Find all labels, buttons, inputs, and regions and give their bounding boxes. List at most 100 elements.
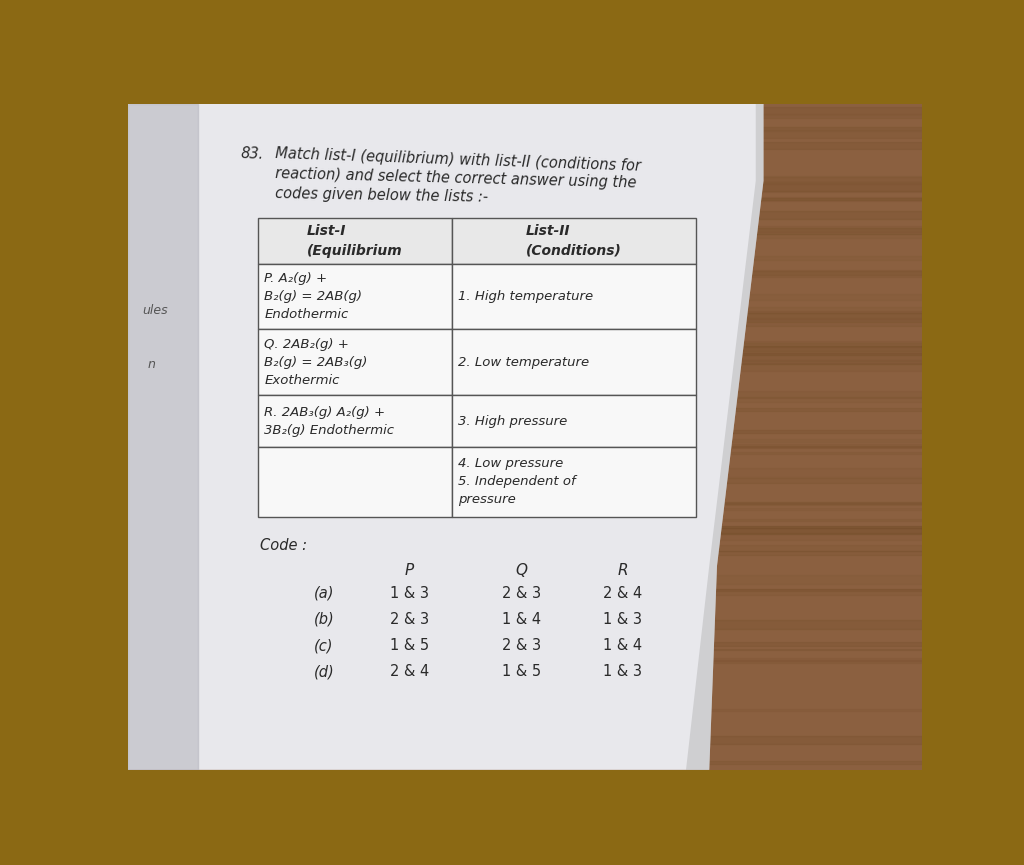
Bar: [128, 319, 922, 326]
Text: 1 & 4: 1 & 4: [502, 612, 542, 627]
Bar: [128, 392, 922, 398]
Bar: [128, 407, 922, 411]
Text: Q: Q: [516, 563, 527, 578]
Text: 1 & 5: 1 & 5: [390, 638, 429, 653]
Bar: [128, 526, 922, 528]
Bar: [128, 256, 922, 260]
Bar: [128, 589, 922, 592]
Bar: [128, 660, 922, 663]
Bar: [128, 342, 922, 347]
Text: 4. Low pressure
5. Independent of
pressure: 4. Low pressure 5. Independent of pressu…: [458, 458, 575, 506]
Bar: [128, 552, 922, 554]
Bar: [258, 218, 452, 264]
Bar: [128, 658, 922, 661]
Bar: [128, 177, 922, 182]
Text: 1 & 4: 1 & 4: [603, 638, 642, 653]
Text: 3. High pressure: 3. High pressure: [458, 414, 567, 427]
Bar: [128, 397, 922, 402]
Bar: [128, 126, 922, 131]
Bar: [258, 447, 452, 516]
Bar: [128, 620, 922, 629]
Bar: [128, 452, 922, 454]
Polygon shape: [128, 104, 764, 770]
Text: reaction) and select the correct answer using the: reaction) and select the correct answer …: [275, 166, 637, 190]
Bar: [452, 264, 696, 330]
Text: 1. High temperature: 1. High temperature: [458, 290, 593, 304]
Bar: [128, 545, 922, 551]
Bar: [128, 526, 922, 534]
Text: (b): (b): [313, 612, 335, 627]
Bar: [128, 477, 922, 483]
Bar: [258, 330, 452, 394]
Text: Code :: Code :: [260, 538, 307, 553]
Bar: [128, 736, 922, 744]
Text: ules: ules: [142, 304, 168, 317]
Text: 1 & 3: 1 & 3: [603, 612, 642, 627]
Bar: [128, 575, 922, 585]
Bar: [128, 529, 922, 534]
Bar: [128, 362, 922, 364]
Bar: [128, 589, 922, 595]
Text: List-II
(Conditions): List-II (Conditions): [526, 224, 622, 258]
Bar: [258, 264, 452, 330]
Text: Match list-I (equilibrium) with list-II (conditions for: Match list-I (equilibrium) with list-II …: [275, 146, 641, 174]
Bar: [128, 183, 922, 192]
Bar: [128, 270, 922, 277]
Text: 1 & 3: 1 & 3: [390, 586, 429, 601]
Bar: [128, 143, 922, 149]
Bar: [128, 196, 922, 201]
Text: (a): (a): [313, 586, 334, 601]
Text: R: R: [617, 563, 628, 578]
Text: P. A₂(g) +
B₂(g) = 2AB(g)
Endothermic: P. A₂(g) + B₂(g) = 2AB(g) Endothermic: [264, 272, 362, 321]
Bar: [128, 183, 922, 191]
Bar: [128, 343, 922, 350]
Text: 2 & 4: 2 & 4: [603, 586, 642, 601]
Bar: [128, 430, 922, 433]
Bar: [128, 353, 922, 361]
Bar: [128, 228, 922, 234]
Text: 2. Low temperature: 2. Low temperature: [458, 356, 589, 368]
Bar: [452, 447, 696, 516]
Bar: [128, 272, 922, 275]
Bar: [452, 394, 696, 447]
Bar: [128, 307, 922, 313]
Bar: [128, 534, 922, 541]
Text: 2 & 3: 2 & 3: [502, 638, 542, 653]
Bar: [128, 234, 922, 239]
Text: P: P: [404, 563, 414, 578]
Bar: [128, 346, 922, 355]
Bar: [128, 115, 922, 119]
Bar: [128, 311, 922, 318]
Polygon shape: [686, 104, 764, 770]
Bar: [128, 503, 922, 505]
Text: (d): (d): [313, 664, 335, 679]
Bar: [128, 444, 922, 447]
Text: 2 & 4: 2 & 4: [390, 664, 429, 679]
Bar: [128, 439, 922, 442]
Bar: [128, 293, 922, 300]
Text: (c): (c): [314, 638, 334, 653]
Text: codes given below the lists :-: codes given below the lists :-: [275, 186, 488, 205]
Bar: [128, 362, 922, 370]
Bar: [128, 176, 922, 183]
Bar: [128, 131, 922, 138]
Bar: [128, 761, 922, 764]
Bar: [128, 519, 922, 521]
Text: 2 & 3: 2 & 3: [502, 586, 542, 601]
Bar: [128, 107, 922, 114]
Text: 83.: 83.: [241, 146, 264, 162]
Text: List-I
(Equilibrium: List-I (Equilibrium: [307, 224, 403, 258]
Text: R. 2AB₃(g) A₂(g) +
3B₂(g) Endothermic: R. 2AB₃(g) A₂(g) + 3B₂(g) Endothermic: [264, 406, 394, 437]
Bar: [128, 509, 922, 510]
Bar: [128, 104, 198, 770]
Bar: [128, 446, 922, 448]
Bar: [128, 642, 922, 645]
Bar: [128, 502, 922, 504]
Bar: [128, 198, 922, 200]
Bar: [128, 211, 922, 219]
Bar: [128, 226, 922, 232]
Bar: [128, 708, 922, 711]
Bar: [452, 218, 696, 264]
Text: n: n: [147, 358, 156, 371]
Bar: [128, 313, 922, 322]
